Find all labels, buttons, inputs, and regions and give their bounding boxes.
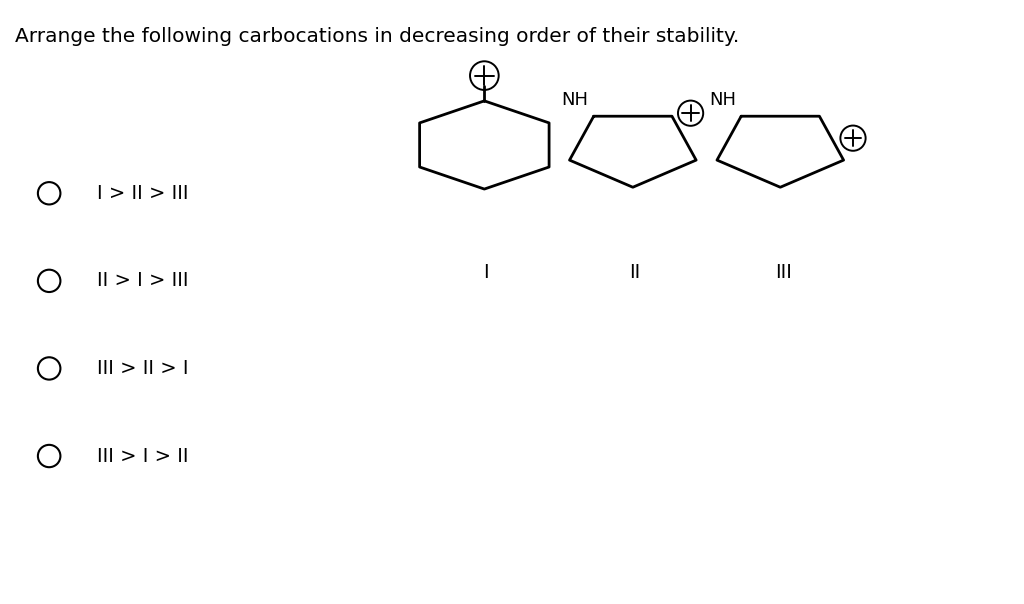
Text: I: I	[483, 263, 489, 281]
Text: III > II > I: III > II > I	[97, 359, 188, 378]
Text: III: III	[775, 263, 792, 281]
Text: III > I > II: III > I > II	[97, 446, 188, 466]
Text: II > I > III: II > I > III	[97, 271, 188, 291]
Text: Arrange the following carbocations in decreasing order of their stability.: Arrange the following carbocations in de…	[15, 27, 739, 46]
Text: II: II	[630, 263, 640, 281]
Text: NH: NH	[561, 91, 589, 109]
Text: NH: NH	[709, 91, 736, 109]
Text: I > II > III: I > II > III	[97, 184, 188, 203]
